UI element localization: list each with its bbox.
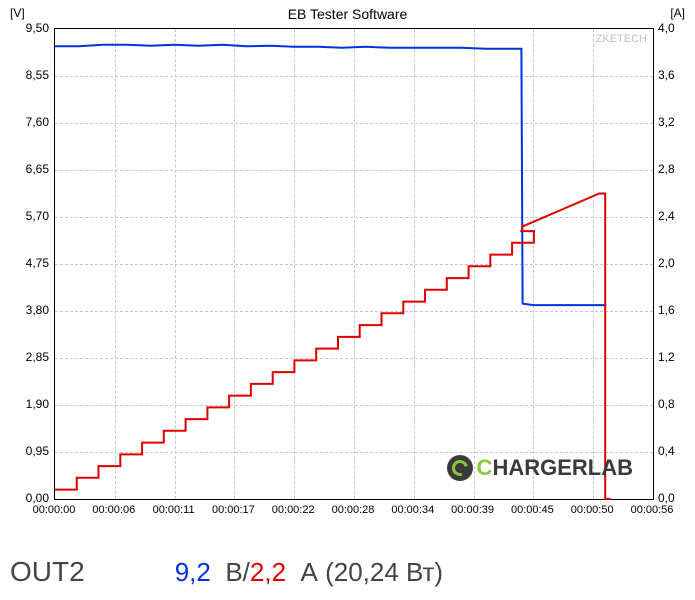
plot-area: ZKETECH CHARGERLAB <box>54 28 654 500</box>
ytick-left: 5,70 <box>9 209 49 223</box>
logo-icon <box>447 455 473 481</box>
ytick-right: 0,8 <box>658 397 688 411</box>
current-line <box>55 194 611 500</box>
y-axis-left-label: [V] <box>10 6 25 20</box>
xtick: 00:00:50 <box>571 504 614 516</box>
chart-title: EB Tester Software <box>288 6 408 22</box>
ytick-right: 0,4 <box>658 444 688 458</box>
ytick-left: 6,65 <box>9 162 49 176</box>
xtick: 00:00:45 <box>511 504 554 516</box>
ytick-right: 2,4 <box>658 209 688 223</box>
xtick: 00:00:06 <box>92 504 135 516</box>
xtick: 00:00:22 <box>272 504 315 516</box>
ytick-right: 0,0 <box>658 491 688 505</box>
ytick-right: 3,2 <box>658 115 688 129</box>
voltage-readout: 9,2 В <box>175 557 243 588</box>
ytick-right: 1,6 <box>658 303 688 317</box>
xtick: 00:00:00 <box>33 504 76 516</box>
output-label: OUT2 <box>10 556 85 588</box>
chart-container: EB Tester Software [V] [A] 0,00 0,95 1,90 2… <box>0 0 695 550</box>
logo-text: CHARGERLAB <box>477 455 633 481</box>
xtick: 00:00:28 <box>332 504 375 516</box>
ytick-left: 3,80 <box>9 303 49 317</box>
ytick-right: 2,8 <box>658 162 688 176</box>
ytick-left: 7,60 <box>9 115 49 129</box>
footer-readout: OUT2 9,2 В / 2,2 A (20,24 Вт) <box>0 550 695 594</box>
xtick: 00:00:34 <box>391 504 434 516</box>
ytick-right: 3,6 <box>658 68 688 82</box>
xtick: 00:00:39 <box>451 504 494 516</box>
ytick-left: 0,95 <box>9 444 49 458</box>
xtick: 00:00:11 <box>153 504 195 516</box>
xtick: 00:00:56 <box>631 504 674 516</box>
chart-lines <box>55 29 653 499</box>
chargerlab-logo: CHARGERLAB <box>447 455 633 481</box>
ytick-left: 2,85 <box>9 350 49 364</box>
ytick-right: 4,0 <box>658 21 688 35</box>
ytick-right: 1,2 <box>658 350 688 364</box>
power-readout: (20,24 Вт) <box>325 557 443 588</box>
ytick-left: 9,50 <box>9 21 49 35</box>
current-readout: 2,2 A <box>250 557 318 588</box>
ytick-left: 4,75 <box>9 256 49 270</box>
ytick-left: 0,00 <box>9 491 49 505</box>
y-axis-right-label: [A] <box>670 6 685 20</box>
xtick: 00:00:17 <box>212 504 255 516</box>
ytick-left: 1,90 <box>9 397 49 411</box>
ytick-left: 8,55 <box>9 68 49 82</box>
ytick-right: 2,0 <box>658 256 688 270</box>
voltage-line <box>55 45 606 305</box>
separator: / <box>243 557 250 588</box>
